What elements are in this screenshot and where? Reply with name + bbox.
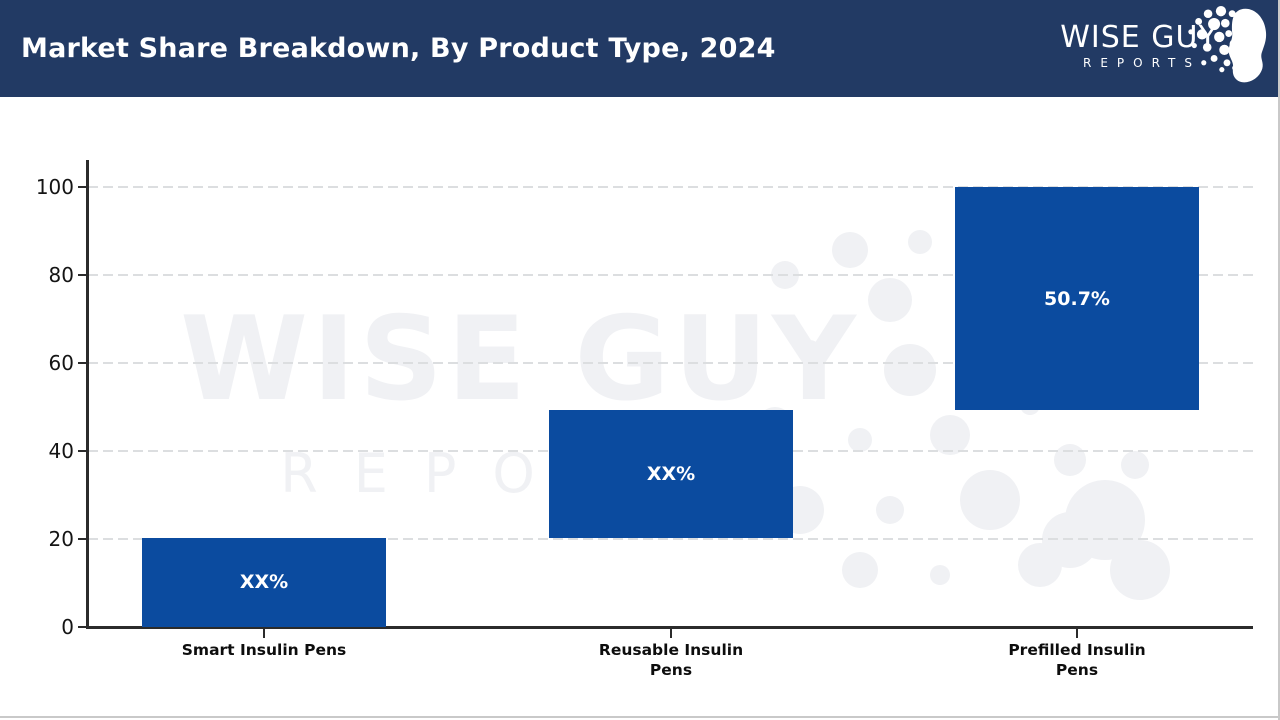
x-axis-tick [1076,629,1078,638]
bar-value-label: XX% [646,462,696,485]
x-axis-tick [263,629,265,638]
bar [549,410,793,538]
wiseguy-logo: WISE GUY REPORTS [1014,0,1267,97]
y-axis-tick [78,538,87,540]
gridline [88,362,1253,364]
wiseguy-logo-text: WISE GUY REPORTS [1054,20,1224,71]
y-axis-tick [78,450,87,452]
x-axis-tick [670,629,672,638]
y-tick-label: 60 [48,351,74,375]
page-title: Market Share Breakdown, By Product Type,… [21,33,776,64]
bar [955,187,1199,411]
logo-subtitle: REPORTS [1082,56,1201,70]
y-tick-label: 40 [48,439,74,463]
bar [142,537,386,627]
x-category-label: Prefilled Insulin Pens [1008,641,1146,679]
gridline [88,186,1253,188]
page-bottom-border [0,716,1278,718]
y-tick-label: 80 [48,263,74,287]
gridline [88,538,1253,540]
x-category-label: Smart Insulin Pens [181,641,347,659]
x-axis [86,626,1253,629]
wiseguy-face-icon [1184,6,1270,96]
logo-wordmark: WISE GUY [1060,20,1218,55]
y-axis-tick [78,186,87,188]
y-axis-tick [78,626,87,628]
y-axis [86,160,89,629]
gridline [88,274,1253,276]
y-tick-label: 20 [48,527,74,551]
header-bar: Market Share Breakdown, By Product Type,… [0,0,1278,97]
bar-value-label: XX% [239,571,289,594]
y-tick-label: 0 [61,615,74,639]
x-category-label: Reusable Insulin Pens [598,641,744,679]
y-axis-tick [78,362,87,364]
bar-value-label: 50.7% [1044,287,1110,310]
y-tick-label: 100 [35,175,74,199]
watermark-wordmark: WISE GUY [180,292,860,427]
y-axis-tick [78,274,87,276]
